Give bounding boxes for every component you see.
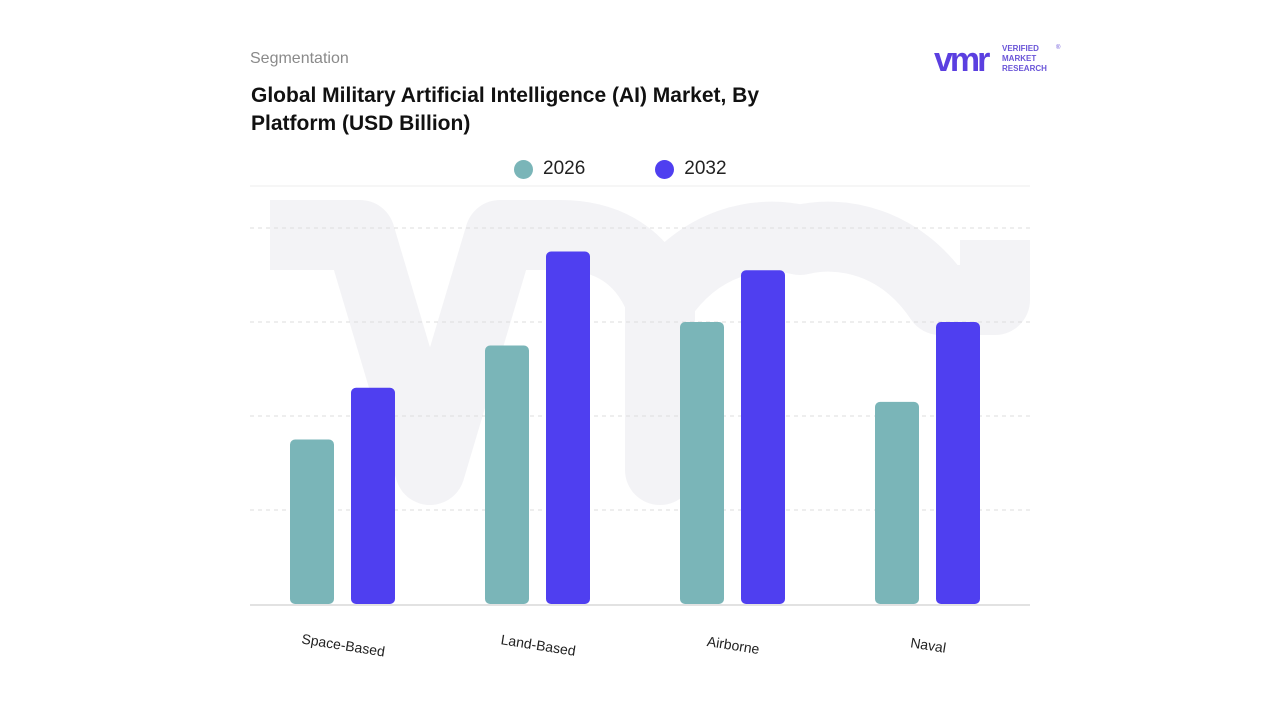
legend-item-2026: 2026: [514, 158, 585, 180]
logo-line1: VERIFIED: [1002, 44, 1039, 53]
bar-2032-airborne: [741, 270, 785, 604]
bar-2032-naval: [936, 322, 980, 604]
x-tick-label: Space-Based: [301, 631, 387, 660]
chart-title: Global Military Artificial Intelligence …: [251, 84, 759, 135]
brand-logo: vmr VERIFIED ® MARKET RESEARCH: [934, 42, 1061, 78]
legend-swatch-2032: [655, 159, 675, 179]
logo-mark: vmr: [934, 42, 990, 78]
legend-label-2032: 2032: [684, 158, 727, 179]
logo-reg: ®: [1056, 44, 1061, 51]
bar-2032-space-based: [351, 387, 395, 604]
x-tick-label: Land-Based: [500, 631, 577, 659]
legend-item-2032: 2032: [655, 158, 727, 180]
bar-2026-space-based: [290, 439, 334, 604]
bar-2026-naval: [875, 401, 919, 604]
logo-line2: MARKET: [1002, 54, 1036, 63]
legend-swatch-2026: [514, 159, 533, 179]
bar-2026-land-based: [485, 345, 529, 604]
chart-legend: 2026 2032: [514, 158, 797, 180]
x-tick-label: Naval: [909, 634, 947, 655]
bar-2026-airborne: [680, 322, 724, 604]
legend-label-2026: 2026: [543, 158, 586, 179]
x-tick-label: Airborne: [706, 633, 761, 657]
logo-line3: RESEARCH: [1002, 64, 1047, 73]
bar-2032-land-based: [546, 251, 590, 604]
segment-label: Segmentation: [250, 50, 349, 67]
watermark-shape: [270, 200, 1030, 505]
